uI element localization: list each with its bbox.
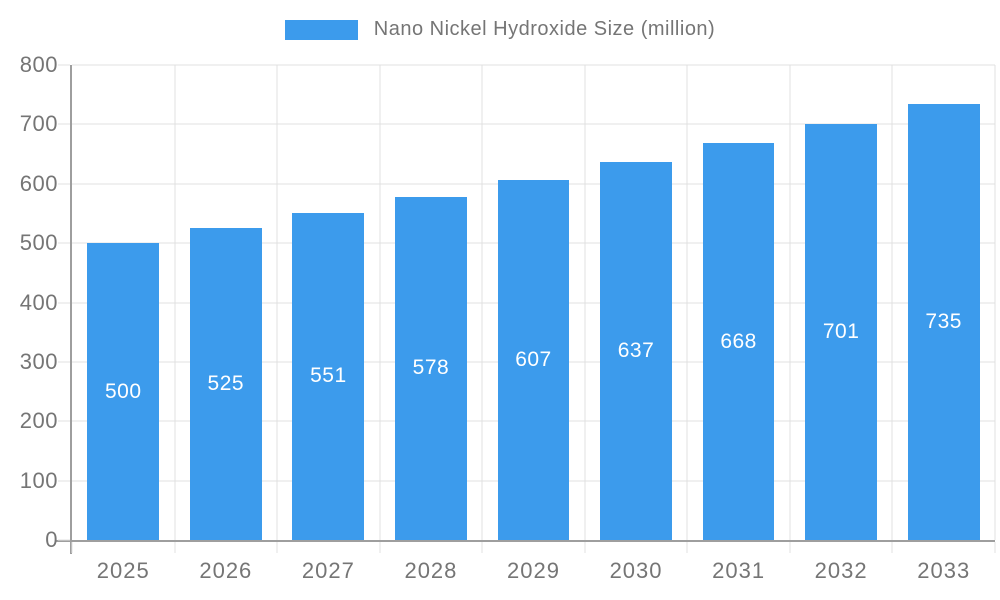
x-axis-tick <box>994 542 996 553</box>
y-axis-tick <box>58 361 70 363</box>
y-axis-tick <box>58 123 70 125</box>
x-axis-tick <box>584 542 586 553</box>
chart-legend[interactable]: Nano Nickel Hydroxide Size (million) <box>0 18 1000 41</box>
y-axis-tick <box>58 302 70 303</box>
x-axis-tick <box>789 542 791 553</box>
h-gridline <box>72 64 995 66</box>
bar-cell: 525 <box>175 228 278 540</box>
bar-cell: 735 <box>892 103 995 540</box>
bar-cell: 668 <box>687 143 790 540</box>
legend-swatch-icon <box>284 19 358 40</box>
v-gridline <box>174 65 176 540</box>
x-axis-tick <box>891 542 893 553</box>
x-axis-tick <box>379 542 381 553</box>
x-axis-line <box>56 540 995 542</box>
v-gridline <box>789 65 791 540</box>
y-axis-label: 400 <box>19 289 58 315</box>
x-axis-label: 2029 <box>507 558 560 583</box>
bar[interactable]: 607 <box>497 179 570 540</box>
bar-value-label: 607 <box>515 347 552 371</box>
bar[interactable]: 701 <box>805 123 878 540</box>
bar-cell: 637 <box>585 161 688 540</box>
y-axis-label: 700 <box>19 111 58 137</box>
y-axis-tick <box>58 183 70 185</box>
x-axis-label: 2026 <box>199 558 253 583</box>
y-axis-tick <box>58 480 70 482</box>
bar-cell: 551 <box>277 212 380 540</box>
v-gridline <box>891 65 893 540</box>
y-axis-label: 100 <box>19 467 58 493</box>
x-axis-label: 2027 <box>301 558 355 583</box>
x-axis-tick <box>276 542 278 553</box>
bar[interactable]: 668 <box>702 143 775 540</box>
x-axis-tick <box>481 542 483 553</box>
x-axis-label: 2031 <box>712 558 766 583</box>
v-gridline <box>584 65 586 540</box>
bar-cell: 607 <box>482 179 585 540</box>
y-axis-label: 300 <box>19 348 58 374</box>
x-axis-label: 2032 <box>814 558 868 583</box>
bar-value-label: 668 <box>720 329 757 353</box>
bar-value-label: 701 <box>822 319 860 343</box>
y-axis-tick <box>58 420 70 422</box>
bar[interactable]: 525 <box>189 228 262 540</box>
y-axis-tick <box>58 64 70 66</box>
v-gridline <box>686 65 688 540</box>
y-axis-label: 600 <box>19 170 58 196</box>
y-axis-label: 200 <box>19 408 58 434</box>
bar[interactable]: 637 <box>600 161 672 540</box>
x-axis-tick <box>71 542 73 553</box>
h-gridline <box>72 123 995 125</box>
bar-value-label: 551 <box>310 364 347 388</box>
y-axis-line <box>70 65 72 554</box>
v-gridline <box>276 65 278 540</box>
y-axis-label: 500 <box>19 230 58 256</box>
bar[interactable]: 500 <box>87 243 160 540</box>
bar-value-label: 578 <box>412 356 450 380</box>
y-axis-label: 0 <box>45 527 58 552</box>
bar[interactable]: 735 <box>907 103 980 540</box>
v-gridline <box>481 65 483 540</box>
bar-cell: 701 <box>790 123 893 540</box>
bar-value-label: 637 <box>617 338 655 362</box>
v-gridline <box>994 65 996 540</box>
bar-value-label: 735 <box>925 309 962 333</box>
legend-label: Nano Nickel Hydroxide Size (million) <box>373 18 716 40</box>
x-axis-label: 2030 <box>609 558 663 583</box>
y-axis-label: 800 <box>19 52 58 77</box>
plot-area: 0 100 200 300 400 500 600 700 800 500 2025 525 2026 5… <box>20 52 996 583</box>
y-axis-tick <box>58 242 70 244</box>
v-gridline <box>379 65 381 540</box>
bar-value-label: 525 <box>207 372 245 396</box>
bar-cell: 500 <box>72 243 175 540</box>
bar-cell: 578 <box>380 196 483 540</box>
bar[interactable]: 578 <box>395 196 467 540</box>
x-axis-label: 2028 <box>404 558 458 583</box>
y-axis-tick <box>58 539 70 541</box>
x-axis-tick <box>686 542 688 553</box>
x-axis-label: 2033 <box>917 558 971 583</box>
x-axis-label: 2025 <box>96 558 150 583</box>
bar-value-label: 500 <box>104 379 142 403</box>
bar[interactable]: 551 <box>292 212 365 540</box>
x-axis-tick <box>174 542 176 553</box>
